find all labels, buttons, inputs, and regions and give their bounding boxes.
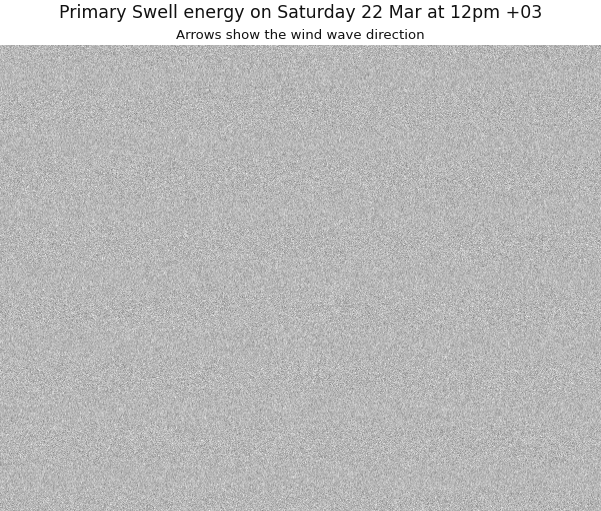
Text: Primary Swell energy on Saturday 22 Mar at 12pm +03: Primary Swell energy on Saturday 22 Mar …	[59, 4, 542, 21]
Text: Arrows show the wind wave direction: Arrows show the wind wave direction	[176, 30, 425, 42]
